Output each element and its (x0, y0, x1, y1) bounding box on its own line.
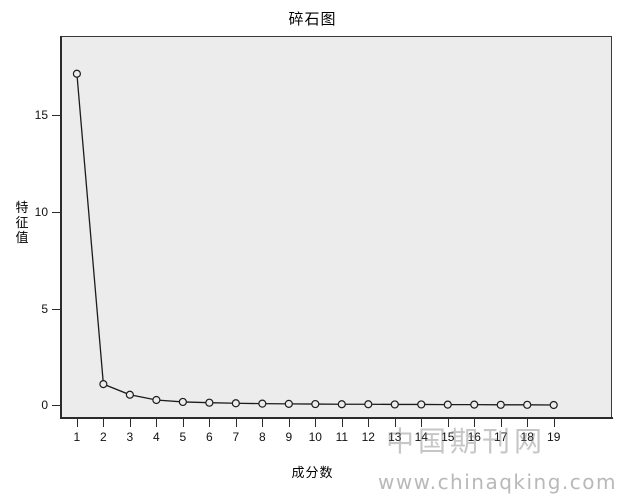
x-tick-mark (76, 419, 78, 427)
x-tick-label: 19 (547, 430, 561, 444)
x-tick-label: 3 (126, 430, 134, 444)
x-tick-mark (235, 419, 237, 427)
y-tick-label: 0 (41, 398, 48, 413)
x-tick-label: 2 (100, 430, 107, 444)
x-tick-label: 5 (179, 430, 187, 444)
x-tick-label: 6 (206, 430, 213, 444)
x-tick-label: 18 (520, 430, 534, 444)
x-tick-mark (421, 419, 423, 427)
y-tick-label: 5 (41, 301, 48, 316)
y-tick-mark (52, 212, 60, 213)
x-tick-mark (368, 419, 370, 427)
y-tick-mark (52, 308, 60, 310)
x-tick-mark (103, 419, 105, 427)
x-tick-label: 17 (494, 430, 508, 444)
x-tick-mark (315, 419, 317, 427)
x-tick-mark (394, 419, 396, 427)
x-tick-mark (553, 419, 555, 427)
x-tick-mark (262, 419, 264, 427)
x-tick-mark (182, 419, 184, 427)
x-tick-label: 15 (441, 430, 455, 444)
y-tick-label: 10 (34, 205, 48, 219)
x-tick-label: 1 (73, 430, 81, 444)
x-tick-mark (288, 419, 290, 427)
x-tick-label: 8 (258, 430, 266, 444)
watermark-url: www.chinaqking.com (377, 470, 617, 494)
x-tick-mark (447, 419, 449, 427)
x-tick-label: 7 (232, 430, 240, 444)
x-tick-label: 12 (361, 430, 375, 444)
x-tick-label: 9 (285, 430, 293, 444)
x-tick-mark (500, 419, 502, 427)
y-tick-mark (52, 115, 60, 117)
x-tick-mark (129, 419, 131, 427)
x-tick-label: 11 (335, 430, 349, 444)
x-axis-title: 成分数 (291, 465, 334, 480)
x-tick-mark (156, 419, 158, 427)
plot-area (60, 36, 612, 418)
x-tick-label: 16 (467, 430, 481, 444)
chart-title: 碎石图 (288, 11, 337, 28)
x-tick-mark (209, 419, 211, 427)
x-tick-mark (341, 419, 343, 427)
x-tick-label: 4 (153, 430, 160, 444)
x-axis-line (60, 417, 613, 419)
y-tick-label: 15 (34, 108, 48, 123)
y-axis-line (60, 36, 62, 419)
y-tick-mark (52, 405, 60, 407)
x-tick-label: 10 (308, 430, 322, 444)
y-axis-title: 特征值 (15, 200, 29, 245)
x-tick-mark (527, 419, 529, 427)
x-tick-label: 14 (414, 430, 428, 444)
x-tick-mark (474, 419, 476, 427)
x-tick-label: 13 (388, 430, 402, 444)
